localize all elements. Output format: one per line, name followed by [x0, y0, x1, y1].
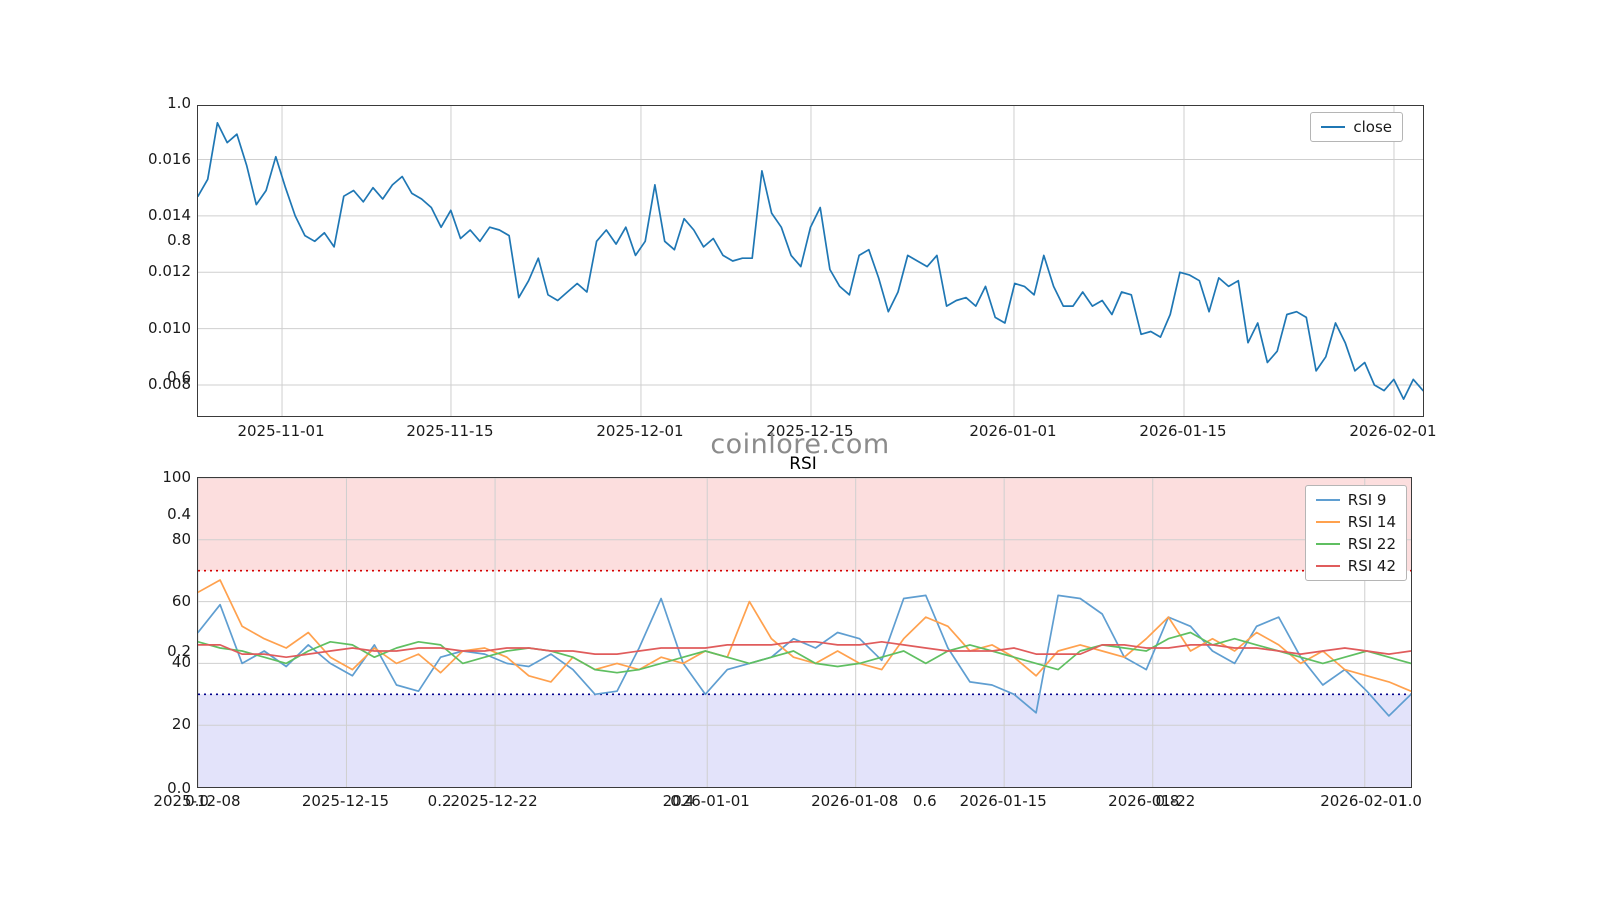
x-tick-label: 2026-01-15 [959, 792, 1047, 810]
figure-y-tick-label: 0.6 [167, 368, 191, 386]
x-tick-label: 2026-01-01 [969, 422, 1057, 440]
x-tick-label: 2026-02-01 [1320, 792, 1408, 810]
legend-label: close [1353, 118, 1392, 136]
legend-line-sample [1315, 543, 1340, 545]
y-tick-label: 20 [171, 715, 191, 734]
series-close [198, 122, 1423, 400]
figure-y-tick-label: 1.0 [167, 94, 191, 112]
legend-item: RSI 14 [1315, 513, 1396, 531]
legend-item: RSI 9 [1315, 491, 1396, 509]
rsi-subplot-title: RSI [789, 454, 817, 474]
y-tick-label: 0.014 [148, 205, 191, 224]
y-tick-label: 40 [171, 653, 191, 672]
rsi-legend: RSI 9 RSI 14 RSI 22 RSI 42 [1304, 485, 1407, 581]
x-tick-label: 2025-12-15 [301, 792, 390, 810]
watermark: coinlore.com [710, 429, 890, 460]
figure-x-tick-label: 0.6 [912, 792, 937, 810]
y-tick-label: 0.016 [148, 149, 191, 168]
legend-line-sample [1321, 126, 1346, 128]
x-tick-label: 2026-02-01 [1349, 422, 1437, 440]
y-tick-label: 0.012 [148, 262, 191, 281]
legend-label: RSI 22 [1347, 535, 1396, 553]
series-rsi-42 [198, 640, 1411, 659]
legend-item: RSI 22 [1315, 535, 1396, 553]
figure-y-tick-label: 0.0 [167, 779, 191, 797]
legend-item: RSI 42 [1315, 557, 1396, 575]
series-rsi-9 [198, 594, 1411, 717]
legend-label: RSI 42 [1347, 557, 1396, 575]
x-tick-label: 2025-11-15 [406, 422, 494, 440]
legend-item: close [1321, 118, 1392, 136]
x-tick-label: 2026-01-22 [1108, 792, 1196, 810]
series-rsi-14 [198, 579, 1411, 693]
x-tick-label: 2025-11-01 [237, 422, 325, 440]
rsi-chart [197, 477, 1412, 788]
y-tick-label: 80 [171, 529, 191, 548]
price-legend: close [1310, 112, 1403, 142]
figure-x-tick-label: 0.8 [1155, 792, 1180, 810]
x-tick-label: 2026-01-08 [811, 792, 899, 810]
figure-x-tick-label: 1.0 [1398, 792, 1422, 810]
y-tick-label: 0.010 [148, 318, 191, 337]
legend-line-sample [1315, 499, 1340, 501]
x-tick-label: 2025-12-15 [766, 422, 854, 440]
figure-y-tick-label: 0.8 [167, 231, 191, 249]
figure-y-tick-label: 0.2 [167, 642, 191, 660]
x-tick-label: 2026-01-15 [1139, 422, 1227, 440]
x-tick-label: 2026-01-01 [662, 792, 750, 810]
x-tick-label: 2025-12-22 [450, 792, 538, 810]
figure-y-tick-label: 0.4 [167, 505, 191, 523]
figure-x-tick-label: 0.2 [427, 792, 452, 810]
price-chart [197, 105, 1424, 417]
x-tick-label: 2025-12-01 [596, 422, 684, 440]
x-tick-label: 2025-12-08 [153, 792, 241, 810]
legend-label: RSI 14 [1347, 513, 1396, 531]
series-rsi-22 [198, 631, 1411, 674]
legend-line-sample [1315, 565, 1340, 567]
legend-label: RSI 9 [1347, 491, 1387, 509]
figure-x-tick-label: 0.4 [670, 792, 695, 810]
legend-line-sample [1315, 521, 1340, 523]
figure-x-tick-label: 0.0 [185, 792, 209, 810]
y-tick-label: 60 [171, 591, 191, 610]
y-tick-label: 0.008 [148, 375, 191, 393]
y-tick-label: 100 [162, 468, 191, 486]
